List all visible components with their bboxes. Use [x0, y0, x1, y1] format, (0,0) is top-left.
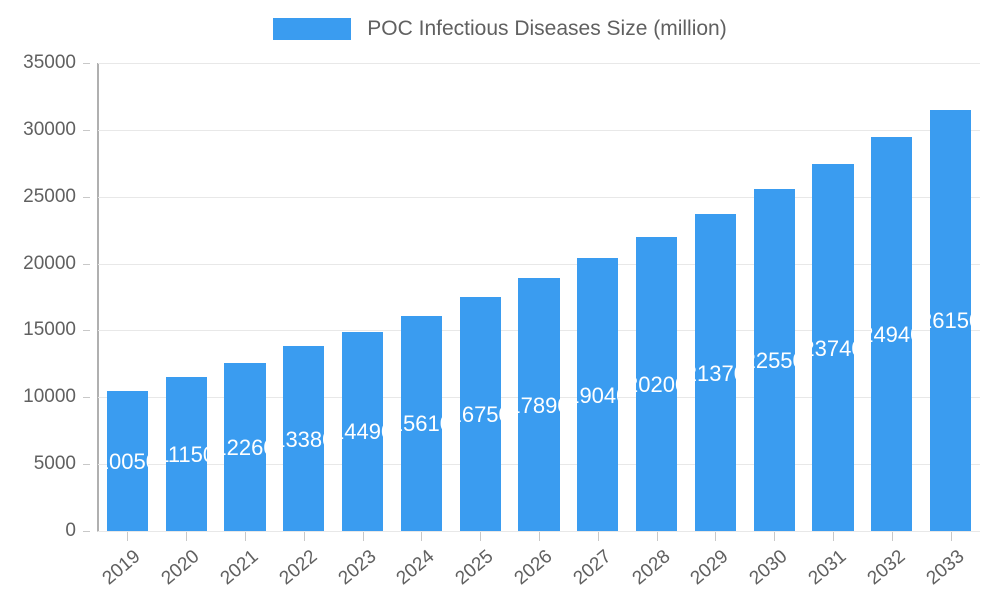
- bar-column[interactable]: 13380: [283, 63, 325, 531]
- bar[interactable]: [400, 315, 442, 531]
- y-axis-tick-label: 25000: [23, 185, 76, 207]
- bar-column[interactable]: 10050: [106, 63, 148, 531]
- gridline: [98, 531, 980, 532]
- x-axis-tick-mark: [186, 532, 188, 541]
- y-axis-tick-label: 10000: [23, 386, 76, 408]
- bar[interactable]: [342, 331, 384, 531]
- x-axis-tick-label: 2029: [687, 546, 733, 590]
- bar[interactable]: [518, 278, 560, 531]
- x-axis-tick-mark: [950, 532, 952, 541]
- bar[interactable]: [636, 236, 678, 531]
- x-axis-tick-mark: [303, 532, 305, 541]
- bar-column[interactable]: 23740: [812, 63, 854, 531]
- x-axis-tick-mark: [715, 532, 717, 541]
- y-axis-tick-mark: [83, 464, 90, 466]
- bar-column[interactable]: 16750: [459, 63, 501, 531]
- bar-column[interactable]: 20200: [636, 63, 678, 531]
- bar-column[interactable]: 14490: [342, 63, 384, 531]
- legend-label: POC Infectious Diseases Size (million): [367, 17, 727, 40]
- gridline: [98, 129, 980, 131]
- y-axis-tick-label: 30000: [23, 118, 76, 140]
- y-axis-tick-mark: [83, 263, 90, 265]
- bar[interactable]: [165, 377, 207, 531]
- bar[interactable]: [106, 390, 148, 531]
- y-axis-tick-label: 0: [65, 520, 76, 541]
- x-axis-tick-label: 2024: [393, 546, 439, 590]
- x-axis-tick-label: 2031: [804, 546, 851, 590]
- bar-column[interactable]: 17890: [518, 63, 560, 531]
- gridline: [98, 196, 980, 198]
- x-axis-tick-mark: [597, 532, 599, 541]
- x-axis-tick-mark: [362, 532, 364, 541]
- x-axis-tick-mark: [656, 532, 658, 541]
- y-axis-tick-label: 20000: [23, 252, 76, 274]
- bar-column[interactable]: 11150: [165, 63, 207, 531]
- x-axis-tick-label: 2025: [451, 546, 498, 590]
- bar[interactable]: [694, 214, 736, 531]
- gridline: [98, 263, 980, 265]
- bar-column[interactable]: 22550: [753, 63, 795, 531]
- x-axis-tick-label: 2019: [99, 546, 145, 590]
- bar[interactable]: [577, 258, 619, 531]
- bar[interactable]: [224, 362, 266, 531]
- bar[interactable]: [930, 109, 972, 531]
- x-axis-tick-label: 2033: [922, 546, 969, 590]
- x-axis-tick-mark: [245, 532, 246, 541]
- y-axis-tick-mark: [83, 531, 90, 532]
- x-axis-tick-mark: [774, 532, 776, 541]
- bar[interactable]: [283, 346, 325, 531]
- x-axis-tick-label: 2030: [745, 546, 792, 590]
- bar-column[interactable]: 26150: [930, 63, 972, 531]
- y-axis-tick-mark: [83, 196, 90, 198]
- bar-column[interactable]: 12260: [224, 63, 266, 531]
- x-axis: 2019 2020 2021 2022 2023 2024 2025 2026 2027 2028…: [98, 532, 980, 600]
- y-axis-tick-mark: [83, 129, 90, 131]
- x-axis-tick-mark: [833, 532, 834, 541]
- bar[interactable]: [812, 164, 854, 531]
- bar[interactable]: [753, 189, 795, 531]
- bar-column[interactable]: 24940: [871, 63, 913, 531]
- x-axis-tick-mark: [480, 532, 482, 541]
- x-axis-tick-label: 2022: [275, 546, 322, 590]
- y-axis-tick-label: 35000: [23, 52, 76, 73]
- y-axis-line: [97, 63, 99, 532]
- y-axis-tick-mark: [83, 397, 90, 399]
- x-axis-tick-mark: [127, 532, 129, 541]
- bar[interactable]: [459, 297, 501, 531]
- x-axis-tick-label: 2020: [157, 546, 204, 590]
- bar-column[interactable]: 15610: [400, 63, 442, 531]
- y-axis: 0 5000 10000 15000 20000 25000 30000 35000: [0, 52, 90, 541]
- y-axis-tick-mark: [83, 330, 90, 332]
- x-axis-tick-label: 2021: [216, 546, 263, 590]
- y-axis-tick-label: 5000: [33, 453, 76, 475]
- legend-color-swatch: [273, 18, 352, 40]
- chart-legend: POC Infectious Diseases Size (million): [0, 14, 1000, 44]
- x-axis-tick-label: 2032: [863, 546, 910, 590]
- x-axis-tick-label: 2028: [628, 546, 675, 590]
- x-axis-tick-label: 2023: [334, 546, 381, 590]
- y-axis-tick-label: 15000: [23, 319, 76, 341]
- x-axis-tick-label: 2027: [569, 546, 616, 590]
- plot-area: 10050 11150 12260 13380 14490 15610 16750 17890…: [98, 63, 980, 532]
- y-axis-tick-mark: [83, 63, 90, 64]
- gridline: [98, 63, 980, 64]
- bar-series: 10050 11150 12260 13380 14490 15610 16750 17890…: [98, 63, 980, 531]
- x-axis-tick-mark: [539, 532, 540, 541]
- bar[interactable]: [871, 137, 913, 531]
- bar-column[interactable]: 21370: [694, 63, 736, 531]
- x-axis-tick-mark: [421, 532, 423, 541]
- x-axis-tick-label: 2026: [510, 546, 557, 590]
- x-axis-tick-mark: [891, 532, 893, 541]
- bar-column[interactable]: 19040: [577, 63, 619, 531]
